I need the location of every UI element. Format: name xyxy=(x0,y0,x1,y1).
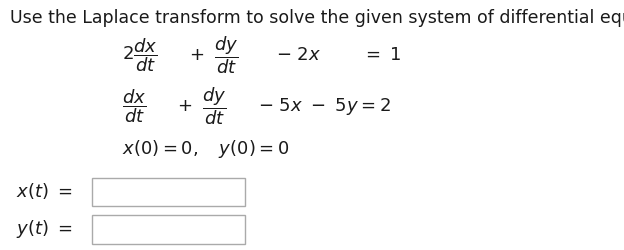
Bar xyxy=(92,215,245,244)
Text: $y(t)\ =$: $y(t)\ =$ xyxy=(16,218,72,240)
Text: $x(t)\ =$: $x(t)\ =$ xyxy=(16,181,72,201)
Text: $x(0) = 0, \quad y(0) = 0$: $x(0) = 0, \quad y(0) = 0$ xyxy=(122,138,289,160)
Text: $+$: $+$ xyxy=(177,97,192,115)
Text: $\dfrac{dx}{dt}$: $\dfrac{dx}{dt}$ xyxy=(122,88,146,125)
Text: $2\dfrac{dx}{dt}$: $2\dfrac{dx}{dt}$ xyxy=(122,36,157,74)
Text: $+$: $+$ xyxy=(189,46,204,64)
Bar xyxy=(92,178,245,206)
Text: Use the Laplace transform to solve the given system of differential equations.: Use the Laplace transform to solve the g… xyxy=(10,9,624,27)
Text: $-\ 5x\ -\ 5y = 2$: $-\ 5x\ -\ 5y = 2$ xyxy=(258,96,391,117)
Text: $-\ 2x$: $-\ 2x$ xyxy=(276,46,321,64)
Text: $\dfrac{dy}{dt}$: $\dfrac{dy}{dt}$ xyxy=(202,86,226,127)
Text: $=\ 1$: $=\ 1$ xyxy=(362,46,402,64)
Text: $\dfrac{dy}{dt}$: $\dfrac{dy}{dt}$ xyxy=(214,34,238,76)
